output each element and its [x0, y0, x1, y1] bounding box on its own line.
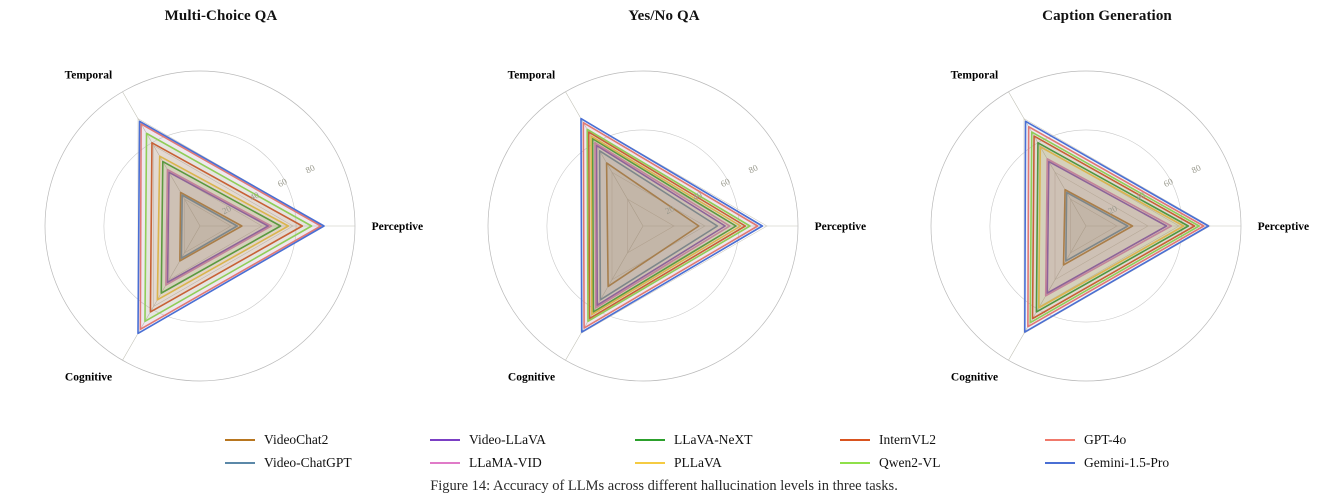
legend-color-swatch — [430, 461, 460, 464]
radar-plot-area: 20 40 60 80 Perceptive Temporal Cognitive — [443, 30, 885, 424]
legend-item[interactable]: LLaVA-NeXT — [635, 428, 840, 451]
chart-legend: VideoChat2 Video-LLaVA LLaVA-NeXT InternVL2… — [0, 428, 1328, 474]
radar-series-polygon — [156, 155, 290, 301]
radar-series-polygon — [1029, 131, 1200, 324]
chart-title: Multi-Choice QA — [164, 8, 278, 24]
axis-label-cognitive: Cognitive — [508, 371, 555, 383]
radar-series-polygon — [144, 132, 313, 323]
legend-label: VideoChat2 — [264, 431, 329, 447]
legend-color-swatch — [635, 461, 665, 464]
radar-series-polygon — [587, 131, 747, 320]
legend-label: Video-ChatGPT — [264, 454, 352, 470]
radial-tick-label: 80 — [304, 162, 317, 175]
radar-series-group — [1023, 120, 1210, 333]
chart-panel-multi-choice-qa: Multi-Choice QA 20 40 60 80 Perceptive Tempor… — [0, 0, 442, 424]
radar-series-polygon — [595, 144, 726, 306]
axis-label-perceptive: Perceptive — [372, 221, 424, 233]
radar-plot-area: 20 40 60 80 Perceptive Temporal Cognitive — [886, 30, 1328, 424]
legend-color-swatch — [840, 461, 870, 464]
axis-label-cognitive: Cognitive — [951, 371, 998, 383]
legend-label: Gemini-1.5-Pro — [1084, 454, 1170, 470]
legend-item[interactable]: Video-LLaVA — [430, 428, 635, 451]
legend-item[interactable]: InternVL2 — [840, 428, 1045, 451]
radar-series-polygon — [1035, 141, 1190, 313]
radar-series-polygon — [590, 135, 742, 316]
radar-series-polygon — [586, 128, 751, 323]
radar-series-polygon — [1031, 135, 1196, 320]
legend-label: LLaMA-VID — [469, 454, 542, 470]
radar-series-polygon — [1023, 120, 1210, 333]
chart-panel-yes-no-qa: Yes/No QA 20 40 60 80 Perceptive Temporal Cogn… — [443, 0, 885, 424]
radial-tick-label: 60 — [1162, 176, 1175, 189]
axis-labels: Perceptive Temporal Cognitive — [65, 70, 423, 384]
legend-item[interactable]: Qwen2-VL — [840, 451, 1045, 474]
radar-series-polygon — [598, 150, 719, 301]
chart-title: Caption Generation — [1042, 8, 1172, 24]
radar-series-polygon — [137, 120, 325, 335]
axis-label-temporal: Temporal — [508, 70, 556, 82]
legend-item[interactable]: Gemini-1.5-Pro — [1045, 451, 1250, 474]
radar-series-polygon — [160, 160, 282, 294]
legend-item[interactable]: GPT-4o — [1045, 428, 1250, 451]
radial-tick-label: 60 — [276, 176, 289, 189]
radar-series-polygon — [139, 123, 322, 331]
legend-label: Qwen2-VL — [879, 454, 941, 470]
legend-item[interactable]: VideoChat2 — [225, 428, 430, 451]
legend-color-swatch — [1045, 438, 1075, 441]
radar-series-polygon — [605, 162, 700, 288]
radar-series-polygon — [1027, 125, 1205, 328]
radar-series-polygon — [582, 121, 759, 329]
legend-label: PLLaVA — [674, 454, 722, 470]
axis-labels: Perceptive Temporal Cognitive — [951, 70, 1309, 384]
legend-color-swatch — [635, 438, 665, 441]
radar-series-polygon — [580, 117, 764, 333]
legend-label: LLaVA-NeXT — [674, 431, 753, 447]
radar-series-polygon — [165, 168, 273, 286]
axis-label-temporal: Temporal — [951, 70, 999, 82]
radar-plot-area: 20 40 60 80 Perceptive Temporal Cognitive — [0, 30, 442, 424]
radar-series-polygon — [591, 137, 737, 313]
axis-label-perceptive: Perceptive — [1258, 221, 1310, 233]
legend-color-swatch — [430, 438, 460, 441]
legend-item[interactable]: PLLaVA — [635, 451, 840, 474]
radar-series-polygon — [1037, 146, 1185, 309]
radar-series-polygon — [149, 141, 304, 313]
chart-title: Yes/No QA — [628, 8, 700, 24]
axis-label-temporal: Temporal — [65, 70, 113, 82]
legend-label: InternVL2 — [879, 431, 936, 447]
radar-series-polygon — [179, 191, 243, 262]
axis-label-cognitive: Cognitive — [65, 371, 112, 383]
radar-series-polygon — [1046, 160, 1168, 294]
axis-label-perceptive: Perceptive — [815, 221, 867, 233]
legend-item[interactable]: Video-ChatGPT — [225, 451, 430, 474]
radar-series-polygon — [594, 141, 731, 309]
chart-panel-caption-generation: Caption Generation 20 40 60 80 Perceptive Tem… — [886, 0, 1328, 424]
radial-tick-label: 60 — [719, 176, 732, 189]
radar-series-polygon — [1062, 188, 1134, 266]
radar-series-group — [137, 120, 325, 335]
radar-series-polygon — [166, 171, 270, 284]
legend-color-swatch — [1045, 461, 1075, 464]
radial-tick-label: 80 — [1190, 162, 1203, 175]
legend-color-swatch — [225, 461, 255, 464]
radar-series-group — [580, 117, 764, 333]
radar-series-polygon — [1044, 158, 1173, 297]
legend-label: GPT-4o — [1084, 431, 1127, 447]
radar-series-polygon — [180, 194, 238, 260]
radial-tick-label: 80 — [747, 162, 760, 175]
radar-series-polygon — [1065, 191, 1129, 262]
legend-item[interactable]: LLaMA-VID — [430, 451, 635, 474]
legend-label: Video-LLaVA — [469, 431, 546, 447]
figure-caption: Figure 14: Accuracy of LLMs across diffe… — [430, 478, 898, 494]
legend-color-swatch — [225, 438, 255, 441]
axis-labels: Perceptive Temporal Cognitive — [508, 70, 866, 384]
legend-color-swatch — [840, 438, 870, 441]
